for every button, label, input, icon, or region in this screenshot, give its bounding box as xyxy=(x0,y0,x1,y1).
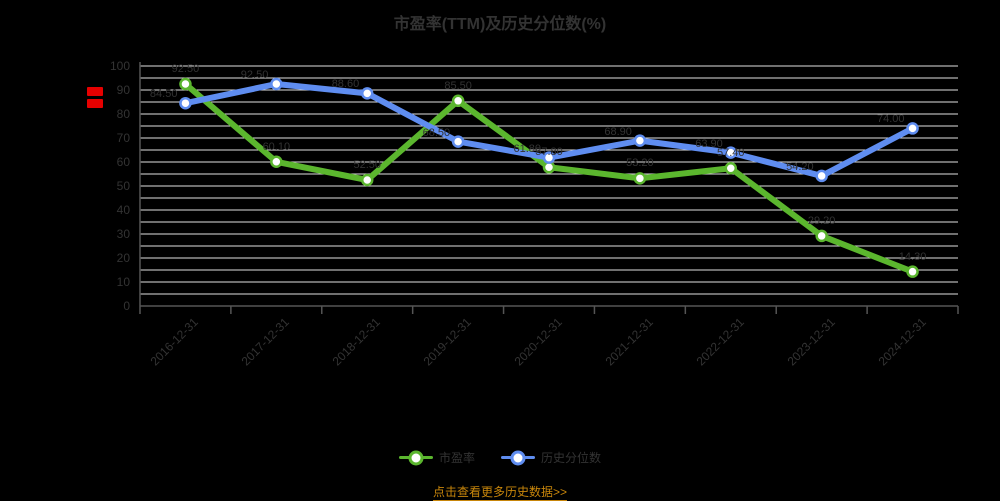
y-axis-label: 70 xyxy=(116,131,130,145)
data-point-marker[interactable] xyxy=(179,96,192,110)
data-point-label: 61.80 xyxy=(513,142,541,155)
data-point-marker[interactable] xyxy=(360,173,374,187)
data-point-label: 74.00 xyxy=(877,113,905,126)
data-point-label: 88.60 xyxy=(331,78,360,91)
legend-label-pe: 市盈率 xyxy=(438,451,475,465)
y-axis-label: 90 xyxy=(116,83,130,97)
data-point-marker[interactable] xyxy=(815,229,828,243)
data-point-marker[interactable] xyxy=(724,161,738,175)
data-point-marker[interactable] xyxy=(906,122,919,135)
legend-label-percentile: 历史分位数 xyxy=(541,451,602,465)
data-point-label: 52.50 xyxy=(353,159,381,171)
red-badge-icon xyxy=(87,87,103,108)
legend: 市盈率 历史分位数 xyxy=(0,449,1000,466)
data-point-label: 57.40 xyxy=(717,147,745,160)
data-point-marker[interactable] xyxy=(179,77,192,91)
y-axis-label: 30 xyxy=(116,227,130,241)
data-point-label: 84.50 xyxy=(149,88,178,101)
legend-item-percentile[interactable]: 历史分位数 xyxy=(501,449,601,466)
data-point-label: 92.50 xyxy=(171,63,200,75)
data-point-marker[interactable] xyxy=(451,94,465,108)
series-line xyxy=(182,81,916,275)
data-point-label: 92.50 xyxy=(240,69,269,81)
data-point-label: 85.50 xyxy=(444,79,472,92)
data-point-marker[interactable] xyxy=(906,265,919,278)
y-axis-label: 80 xyxy=(116,107,130,121)
legend-dot xyxy=(510,450,526,465)
data-point-label: 68.90 xyxy=(604,125,632,138)
data-point-marker[interactable] xyxy=(542,151,556,164)
chart-title: 市盈率(TTM)及历史分位数(%) xyxy=(393,16,607,33)
y-axis-label: 50 xyxy=(116,179,130,193)
legend-marker-icon-blue xyxy=(501,450,535,465)
data-point-marker[interactable] xyxy=(270,155,283,169)
y-axis-label: 60 xyxy=(116,155,130,169)
data-point-marker[interactable] xyxy=(360,87,374,100)
data-point-label: 53.20 xyxy=(626,157,654,170)
y-axis-label: 10 xyxy=(116,275,130,289)
y-axis-label: 20 xyxy=(116,251,130,265)
data-point-label: 68.50 xyxy=(422,126,451,139)
history-data-link[interactable]: 点击查看更多历史数据>> xyxy=(432,485,568,501)
data-point-label: 29.20 xyxy=(807,214,836,227)
data-point-label: 57.80 xyxy=(535,146,563,159)
y-axis-label: 100 xyxy=(109,59,130,73)
red-block-top xyxy=(87,87,103,96)
data-point-label: 14.30 xyxy=(898,250,927,263)
data-point-marker[interactable] xyxy=(270,77,283,91)
legend-item-pe[interactable]: 市盈率 xyxy=(398,449,475,466)
legend-marker-icon-green xyxy=(398,450,433,465)
data-point-marker[interactable] xyxy=(633,172,647,185)
legend-dot xyxy=(408,450,424,465)
data-point-label: 60.10 xyxy=(262,140,291,153)
data-point-marker[interactable] xyxy=(724,146,738,159)
data-point-label: 54.20 xyxy=(786,160,814,173)
data-point-marker[interactable] xyxy=(451,135,465,148)
data-point-marker[interactable] xyxy=(633,134,647,147)
y-axis-label: 40 xyxy=(116,203,130,217)
data-point-marker[interactable] xyxy=(815,169,828,183)
data-point-label: 63.90 xyxy=(695,137,723,150)
y-axis-label: 0 xyxy=(123,299,130,313)
red-block-bottom xyxy=(87,99,103,108)
